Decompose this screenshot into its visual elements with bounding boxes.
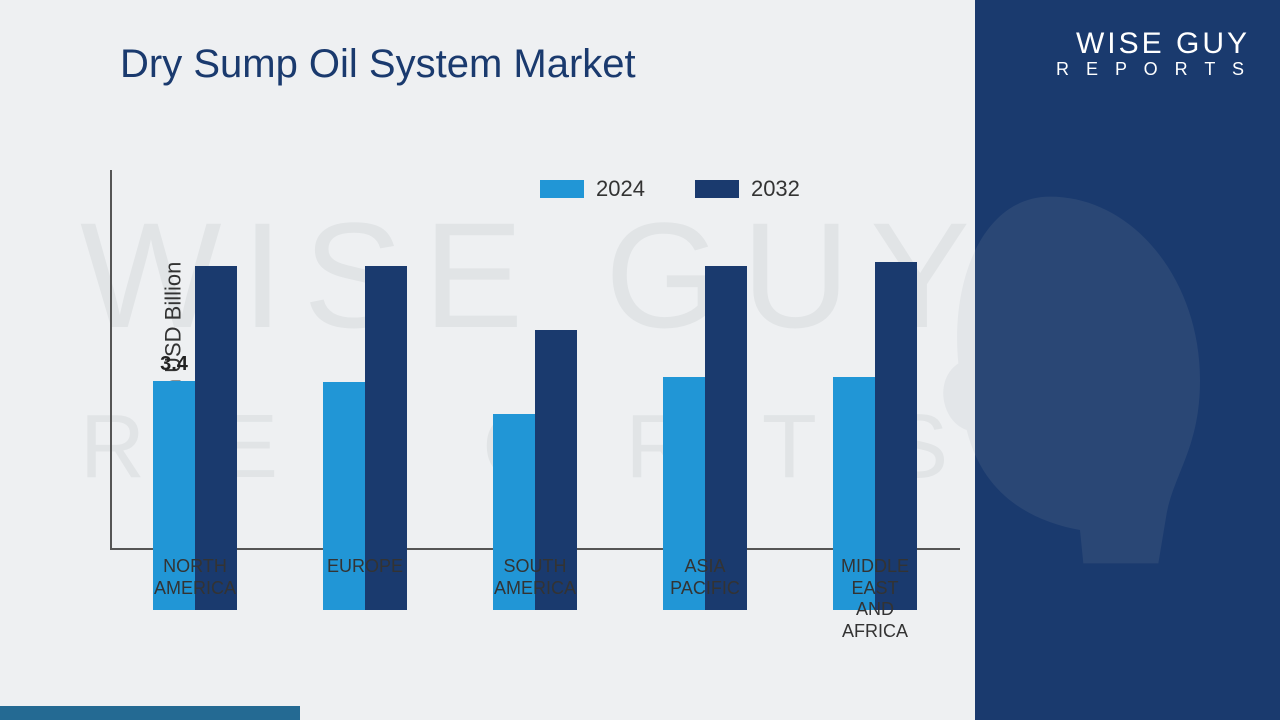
right-panel — [975, 0, 1280, 720]
x-axis-labels: NORTHAMERICA EUROPE SOUTHAMERICA ASIAPACIFI… — [110, 556, 960, 642]
bar-groups: 3.4 — [110, 230, 960, 610]
x-axis-label: SOUTHAMERICA — [470, 556, 600, 642]
chart-title: Dry Sump Oil System Market — [120, 42, 636, 87]
bar-value-label: 3.4 — [153, 353, 195, 376]
logo-line-2: R E P O R T S — [1056, 60, 1250, 79]
x-axis-label: ASIAPACIFIC — [640, 556, 770, 642]
chart-area: Market Size in USD Billion 3.4 NORTHAMER… — [100, 170, 960, 610]
x-axis-label: MIDDLEEASTANDAFRICA — [810, 556, 940, 642]
logo-line-1: WISE GUY — [1056, 28, 1250, 60]
x-axis-label: EUROPE — [300, 556, 430, 642]
x-axis-label: NORTHAMERICA — [130, 556, 260, 642]
stage: WISE GUY R E P O R T S Dry Sump Oil Syst… — [0, 0, 1280, 720]
brand-logo: WISE GUY R E P O R T S — [1056, 28, 1250, 78]
bottom-accent-bar — [0, 706, 300, 720]
